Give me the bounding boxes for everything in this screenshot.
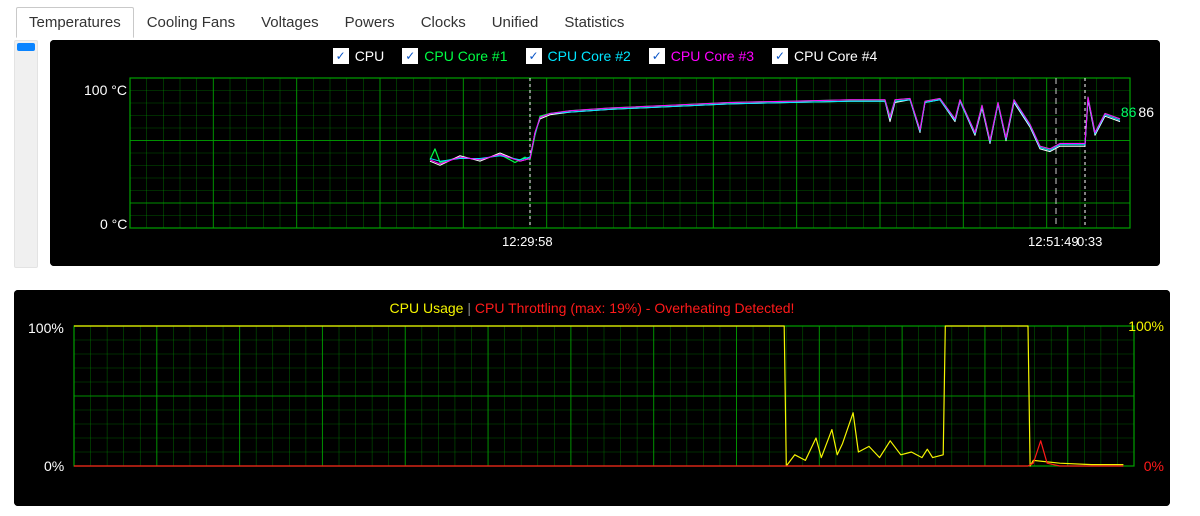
x-tick-label: 0:33 (1077, 234, 1102, 249)
series-current-value: 100% (1128, 318, 1164, 334)
tab-unified[interactable]: Unified (479, 7, 552, 38)
y-axis-max-label: 100% (28, 320, 64, 336)
legend-label: | (463, 300, 474, 316)
scrollbar-thumb[interactable] (17, 43, 35, 51)
tab-voltages[interactable]: Voltages (248, 7, 332, 38)
legend-item[interactable]: ✓ CPU (333, 48, 385, 64)
usage-chart: CPU Usage | CPU Throttling (max: 19%) - … (14, 290, 1170, 506)
usage-legend: CPU Usage | CPU Throttling (max: 19%) - … (14, 300, 1170, 316)
tab-clocks[interactable]: Clocks (408, 7, 479, 38)
checkbox-icon[interactable]: ✓ (526, 48, 542, 64)
legend-label: CPU Core #1 (424, 48, 507, 64)
y-axis-min-label: 0% (44, 458, 64, 474)
series-current-value: 86 (1121, 104, 1137, 120)
legend-label: CPU Usage (390, 300, 464, 316)
legend-label: CPU Core #3 (671, 48, 754, 64)
checkbox-icon[interactable]: ✓ (649, 48, 665, 64)
tab-cooling-fans[interactable]: Cooling Fans (134, 7, 248, 38)
legend-label: CPU Throttling (max: 19%) - Overheating … (475, 300, 795, 316)
series-current-value: 86 (1138, 104, 1154, 120)
legend-label: CPU Core #2 (548, 48, 631, 64)
legend-item[interactable]: ✓ CPU Core #3 (649, 48, 754, 64)
vertical-scrollbar[interactable] (14, 40, 38, 268)
y-axis-max-label: 100 °C (84, 82, 127, 98)
x-tick-label: 12:29:58 (502, 234, 553, 249)
tab-powers[interactable]: Powers (332, 7, 408, 38)
legend-item[interactable]: ✓ CPU Core #4 (772, 48, 877, 64)
legend-item[interactable]: ✓ CPU Core #2 (526, 48, 631, 64)
checkbox-icon[interactable]: ✓ (772, 48, 788, 64)
temperature-chart: ✓ CPU ✓ CPU Core #1 ✓ CPU Core #2 ✓ CPU Core #3… (50, 40, 1160, 266)
checkbox-icon[interactable]: ✓ (333, 48, 349, 64)
temperature-legend: ✓ CPU ✓ CPU Core #1 ✓ CPU Core #2 ✓ CPU Core #3… (50, 48, 1160, 64)
y-axis-min-label: 0 °C (100, 216, 127, 232)
tab-temperatures[interactable]: Temperatures (16, 7, 134, 38)
legend-label: CPU Core #4 (794, 48, 877, 64)
x-tick-label: 12:51:49 (1028, 234, 1079, 249)
checkbox-icon[interactable]: ✓ (402, 48, 418, 64)
temperature-chart-canvas (50, 40, 1160, 266)
usage-chart-canvas (14, 290, 1170, 506)
series-current-value: 0% (1144, 458, 1164, 474)
tab-bar: Temperatures Cooling Fans Voltages Power… (16, 6, 1186, 38)
tab-statistics[interactable]: Statistics (551, 7, 637, 38)
legend-label: CPU (355, 48, 385, 64)
legend-item[interactable]: ✓ CPU Core #1 (402, 48, 507, 64)
